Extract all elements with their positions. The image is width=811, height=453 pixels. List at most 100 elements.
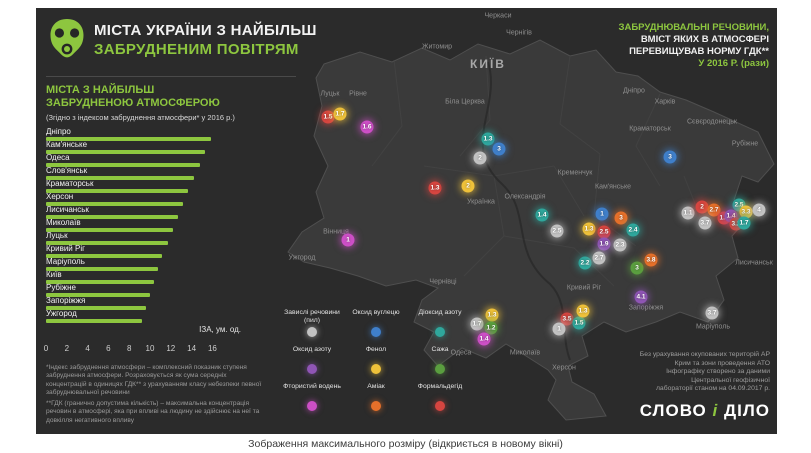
legend-dot-no2 [435, 327, 445, 337]
bar-city-label: Лисичанськ [46, 205, 89, 214]
legend-dot-soot [435, 364, 445, 374]
map-city-label: Кривий Ріг [566, 284, 602, 292]
map-city-label: Сєвєродонецьк [686, 118, 738, 126]
map-city-label: Одеса [450, 349, 472, 357]
title-line-1: МІСТА УКРАЇНИ З НАЙБІЛЬШ [94, 22, 317, 39]
pollution-dot-hf: 1.4 [477, 332, 491, 346]
bar-city-label: Одеса [46, 153, 70, 162]
legend-dot-dust [307, 327, 317, 337]
map-city-label: Запоріжжя [628, 304, 664, 312]
axis-tick: 16 [207, 344, 217, 353]
legend-item-co: Оксид вуглецю [344, 309, 408, 337]
source-line: Крим та зони проведення АТО [674, 359, 770, 367]
legend-item-soot: Сажа [408, 346, 472, 374]
legend-label: Фтористий водень [283, 383, 341, 390]
pollution-dot-phenol: 1.3 [485, 308, 499, 322]
bar-city-label: Краматорськ [46, 179, 94, 188]
axis-tick: 8 [126, 344, 132, 353]
pollution-dot-dust: 1.1 [681, 206, 695, 220]
pollution-dot-phenol: 1.3 [582, 222, 596, 236]
bar-row: Херсон [46, 193, 271, 206]
legend-item-formaldehyde: Формальдегід [408, 383, 472, 411]
pollution-dot-formaldehyde: 1.5 [321, 110, 335, 124]
pollution-dot-no2: 1.4 [535, 208, 549, 222]
pollution-dot-no: 1.9 [597, 237, 611, 251]
map-city-label: Харків [654, 98, 676, 106]
axis-tick: 14 [187, 344, 197, 353]
pollution-dot-co: 1 [595, 207, 609, 221]
bar [46, 150, 206, 154]
bar [46, 280, 155, 284]
bar [46, 241, 168, 245]
pollution-dot-phenol: 1.7 [333, 107, 347, 121]
bar-city-label: Ужгород [46, 309, 77, 318]
axis-tick: 2 [64, 344, 70, 353]
pollution-dot-no2: 2.2 [578, 256, 592, 270]
legend-label: Аміак [367, 383, 385, 390]
bar [46, 137, 212, 141]
pollutants-note-line: ПЕРЕВИЩУВАВ НОРМУ ГДК** [629, 46, 769, 57]
map-city-label: Рівне [349, 90, 367, 98]
pollutants-note-line: ВМІСТ ЯКИХ В АТМОСФЕРІ [640, 34, 769, 45]
bar-city-label: Кривий Ріг [46, 244, 86, 253]
pollution-dot-dust: 3.7 [698, 216, 712, 230]
pollution-dot-ammonia: 3.8 [644, 253, 658, 267]
legend-dot-co [371, 327, 381, 337]
bar [46, 215, 179, 219]
legend-item-ammonia: Аміак [344, 383, 408, 411]
legend-label: Оксид азоту [292, 346, 332, 353]
map-city-label: Олександрія [504, 193, 546, 201]
ukraine-outline [287, 39, 775, 421]
source-line: лабораторії станом на 04.09.2017 р. [655, 385, 770, 393]
bar [46, 293, 150, 297]
map-city-label: Чернігів [506, 29, 532, 37]
image-caption-link[interactable]: Зображення максимального розміру (відкри… [248, 438, 563, 450]
bar-row: Одеса [46, 154, 271, 167]
pollution-dot-soot: 3 [630, 261, 644, 275]
pollutants-note-line: У 2016 Р. (рази) [698, 58, 769, 69]
bar-rows: Дніпро Кам'янське Одеса Слов'янськ Краматорс… [46, 128, 271, 323]
logo-conjunction: і [712, 400, 719, 420]
chart-subtitle: (Згідно з індексом забруднення атмосфери… [46, 113, 235, 122]
map-city-label: Житомир [421, 43, 453, 51]
bar-row: Слов'янськ [46, 167, 271, 180]
bar-row: Кривий Ріг [46, 245, 271, 258]
legend-label: Оксид вуглецю [352, 309, 400, 316]
bar-city-label: Кам'янське [46, 140, 88, 149]
map-city-label: КИЇВ [470, 57, 506, 71]
legend-label: Діоксид азоту [418, 309, 462, 316]
pollution-dot-no2: 1.3 [481, 132, 495, 146]
bar [46, 176, 194, 180]
footnote-gdk: **ГДК (гранично допустима кількість) – м… [46, 400, 260, 424]
bar-row: Київ [46, 271, 271, 284]
legend-item-hf: Фтористий водень [280, 383, 344, 411]
slovoidilo-logo: СЛОВО і ДІЛО [600, 401, 770, 421]
logo-word-1: СЛОВО [639, 400, 707, 420]
source-line: Без урахування окупованих територій АР [639, 351, 770, 358]
legend-item-dust: Завислі речовини (пил) [280, 309, 344, 337]
map-city-label: Кам'янське [595, 183, 631, 191]
map-city-label: Маріуполь [695, 323, 731, 331]
pollution-dot-dust: 4 [752, 203, 766, 217]
pollution-dot-formaldehyde: 2 [695, 200, 709, 214]
map-city-label: Дніпро [623, 87, 645, 95]
map-city-label: Біла Церква [445, 98, 485, 106]
bar-city-label: Київ [46, 270, 62, 279]
title-line-2: ЗАБРУДНЕНИМ ПОВІТРЯМ [94, 41, 299, 58]
map-city-label: Миколаїв [509, 349, 541, 357]
map-city-label: Рубіжне [731, 140, 759, 148]
bar-row: Краматорськ [46, 180, 271, 193]
bar [46, 163, 200, 167]
bar-city-label: Дніпро [46, 127, 71, 136]
map-city-label: Українка [467, 198, 495, 206]
gas-mask-icon [50, 19, 84, 58]
pollution-dot-formaldehyde: 1.3 [428, 181, 442, 195]
map-city-label: Вінниця [323, 228, 349, 236]
bar-row: Лисичанськ [46, 206, 271, 219]
map-city-label: Херсон [552, 364, 576, 372]
map-city-label: Ужгород [288, 254, 316, 262]
pollution-dot-phenol: 3.3 [739, 205, 753, 219]
pollution-dot-dust: 2.3 [613, 238, 627, 252]
axis-tick: 4 [85, 344, 90, 353]
